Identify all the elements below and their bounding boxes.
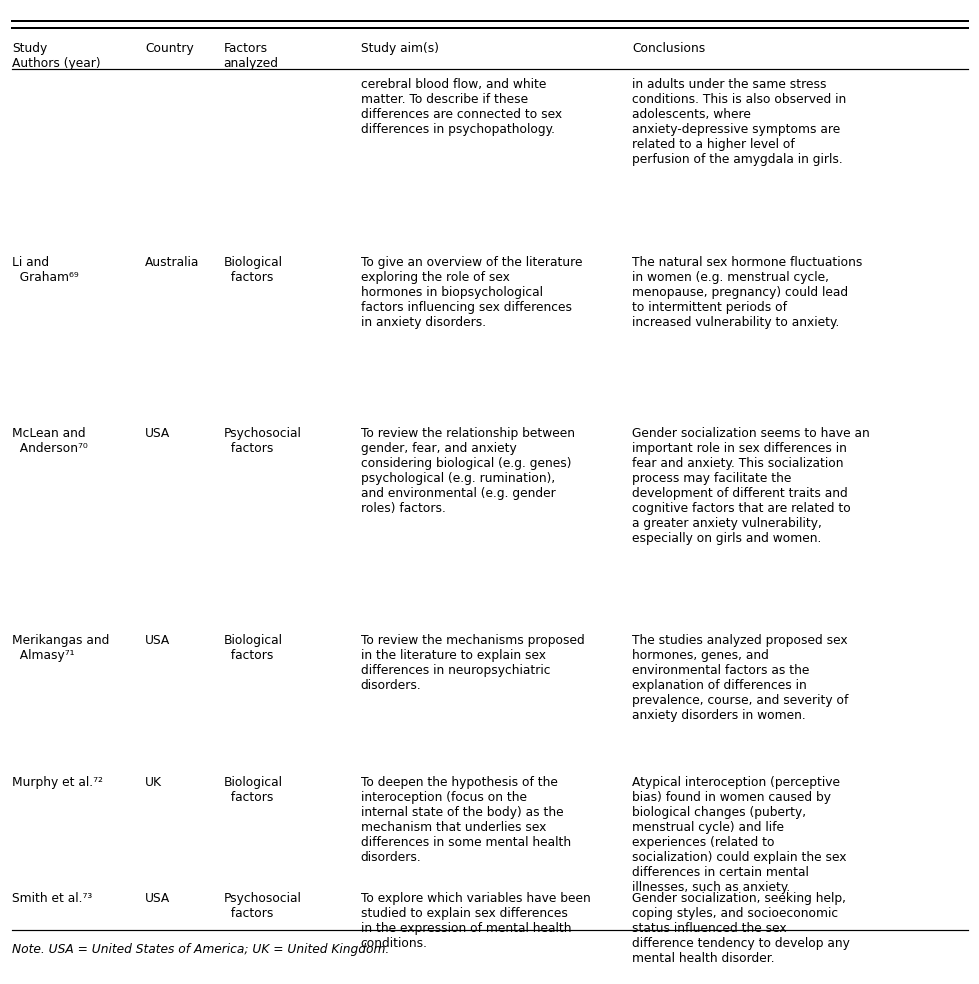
Text: in adults under the same stress
conditions. This is also observed in
adolescents: in adults under the same stress conditio…: [631, 78, 846, 165]
Text: To explore which variables have been
studied to explain sex differences
in the e: To explore which variables have been stu…: [360, 892, 589, 950]
Text: Study aim(s): Study aim(s): [360, 42, 439, 55]
Text: McLean and
  Anderson⁷⁰: McLean and Anderson⁷⁰: [12, 427, 87, 455]
Text: Biological
  factors: Biological factors: [223, 634, 282, 661]
Text: Conclusions: Conclusions: [631, 42, 705, 55]
Text: Merikangas and
  Almasy⁷¹: Merikangas and Almasy⁷¹: [12, 634, 109, 661]
Text: The studies analyzed proposed sex
hormones, genes, and
environmental factors as : The studies analyzed proposed sex hormon…: [631, 634, 848, 721]
Text: Country: Country: [145, 42, 194, 55]
Text: Psychosocial
  factors: Psychosocial factors: [223, 427, 301, 455]
Text: USA: USA: [145, 892, 170, 904]
Text: Atypical interoception (perceptive
bias) found in women caused by
biological cha: Atypical interoception (perceptive bias)…: [631, 776, 846, 894]
Text: To review the relationship between
gender, fear, and anxiety
considering biologi: To review the relationship between gende…: [360, 427, 574, 515]
Text: To give an overview of the literature
exploring the role of sex
hormones in biop: To give an overview of the literature ex…: [360, 256, 582, 329]
Text: Psychosocial
  factors: Psychosocial factors: [223, 892, 301, 919]
Text: Note. USA = United States of America; UK = United Kingdom.: Note. USA = United States of America; UK…: [12, 943, 389, 955]
Text: To deepen the hypothesis of the
interoception (focus on the
internal state of th: To deepen the hypothesis of the interoce…: [360, 776, 570, 864]
Text: Australia: Australia: [145, 256, 199, 269]
Text: Study
Authors (year): Study Authors (year): [12, 42, 100, 70]
Text: USA: USA: [145, 427, 170, 440]
Text: Gender socialization seems to have an
important role in sex differences in
fear : Gender socialization seems to have an im…: [631, 427, 869, 545]
Text: Gender socialization, seeking help,
coping styles, and socioeconomic
status infl: Gender socialization, seeking help, copi…: [631, 892, 849, 964]
Text: Li and
  Graham⁶⁹: Li and Graham⁶⁹: [12, 256, 78, 283]
Text: Biological
  factors: Biological factors: [223, 776, 282, 804]
Text: To review the mechanisms proposed
in the literature to explain sex
differences i: To review the mechanisms proposed in the…: [360, 634, 583, 692]
Text: UK: UK: [145, 776, 162, 789]
Text: The natural sex hormone fluctuations
in women (e.g. menstrual cycle,
menopause, : The natural sex hormone fluctuations in …: [631, 256, 862, 329]
Text: Biological
  factors: Biological factors: [223, 256, 282, 283]
Text: USA: USA: [145, 634, 170, 646]
Text: cerebral blood flow, and white
matter. To describe if these
differences are conn: cerebral blood flow, and white matter. T…: [360, 78, 561, 136]
Text: Smith et al.⁷³: Smith et al.⁷³: [12, 892, 92, 904]
Text: Murphy et al.⁷²: Murphy et al.⁷²: [12, 776, 103, 789]
Text: Factors
analyzed: Factors analyzed: [223, 42, 278, 70]
